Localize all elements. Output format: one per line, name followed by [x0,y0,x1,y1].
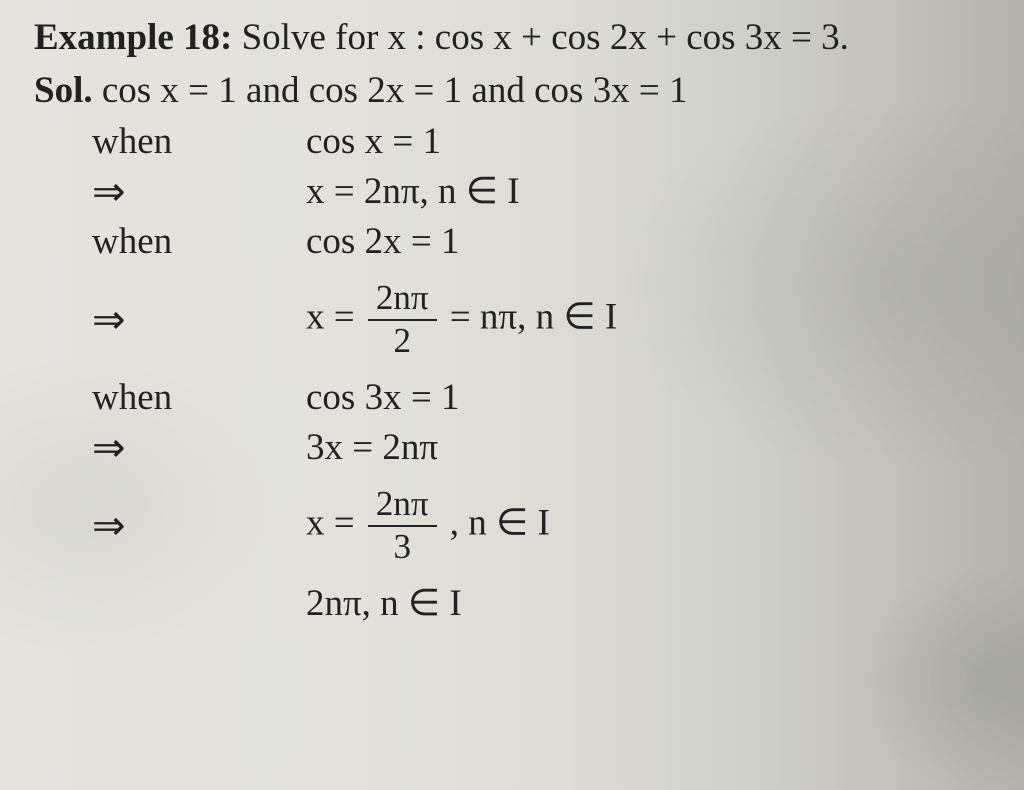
arrow-3: ⇒ [92,428,306,468]
lead-when-1: when [92,118,306,165]
step-x-2npi-over-3: ⇒ x = 2nπ 3 , n ∈ I [92,473,1004,579]
frac-den-2: 3 [385,527,419,568]
step-final: 2nπ, n ∈ I [92,579,1004,629]
expr-x-2npi-over-3: x = 2nπ 3 , n ∈ I [306,484,550,568]
expr-cos3x1: cos 3x = 1 [306,374,459,421]
worked-example-page: Example 18: Solve for x : cos x + cos 2x… [0,0,1024,790]
expr-cos2x1: cos 2x = 1 [306,218,459,265]
example-title-line: Example 18: Solve for x : cos x + cos 2x… [34,14,1004,61]
arrow-4: ⇒ [92,506,306,546]
step-when-cos3x: when cos 3x = 1 [92,373,1004,423]
arrow-1: ⇒ [92,172,306,212]
lead-when-3: when [92,374,306,421]
sol-statement: cos x = 1 and cos 2x = 1 and cos 3x = 1 [102,70,688,111]
step-when-cosx: when cos x = 1 [92,117,1004,167]
arrow-2: ⇒ [92,300,306,340]
frac-den-1: 2 [385,321,419,362]
expr-final: 2nπ, n ∈ I [306,580,462,627]
expr-x-npi: x = 2nπ 2 = nπ, n ∈ I [306,278,617,362]
expr-cosx1: cos x = 1 [306,118,441,165]
expr-x-2npi: x = 2nπ, n ∈ I [306,168,520,215]
sol-label: Sol. [34,70,93,111]
expr-tail-nI: , n ∈ I [450,502,550,543]
frac-2npi-over-2: 2nπ 2 [368,278,437,362]
expr-eq-npi-tail: = nπ, n ∈ I [450,296,617,337]
step-x-2npi: ⇒ x = 2nπ, n ∈ I [92,167,1004,217]
frac-2npi-over-3: 2nπ 3 [368,484,437,568]
solution-steps: when cos x = 1 ⇒ x = 2nπ, n ∈ I when cos… [34,117,1004,629]
step-3x-2npi: ⇒ 3x = 2nπ [92,423,1004,473]
step-x-npi: ⇒ x = 2nπ 2 = nπ, n ∈ I [92,267,1004,373]
frac-num-2: 2nπ [368,484,437,527]
example-problem: Solve for x : cos x + cos 2x + cos 3x = … [242,17,849,58]
example-label: Example 18: [34,17,232,58]
frac-num-1: 2nπ [368,278,437,321]
expr-x-eq-pre-1: x = [306,296,364,337]
lead-when-2: when [92,218,306,265]
expr-x-eq-pre-2: x = [306,502,364,543]
expr-3x-2npi: 3x = 2nπ [306,424,438,471]
solution-line: Sol. cos x = 1 and cos 2x = 1 and cos 3x… [34,67,1004,114]
step-when-cos2x: when cos 2x = 1 [92,217,1004,267]
